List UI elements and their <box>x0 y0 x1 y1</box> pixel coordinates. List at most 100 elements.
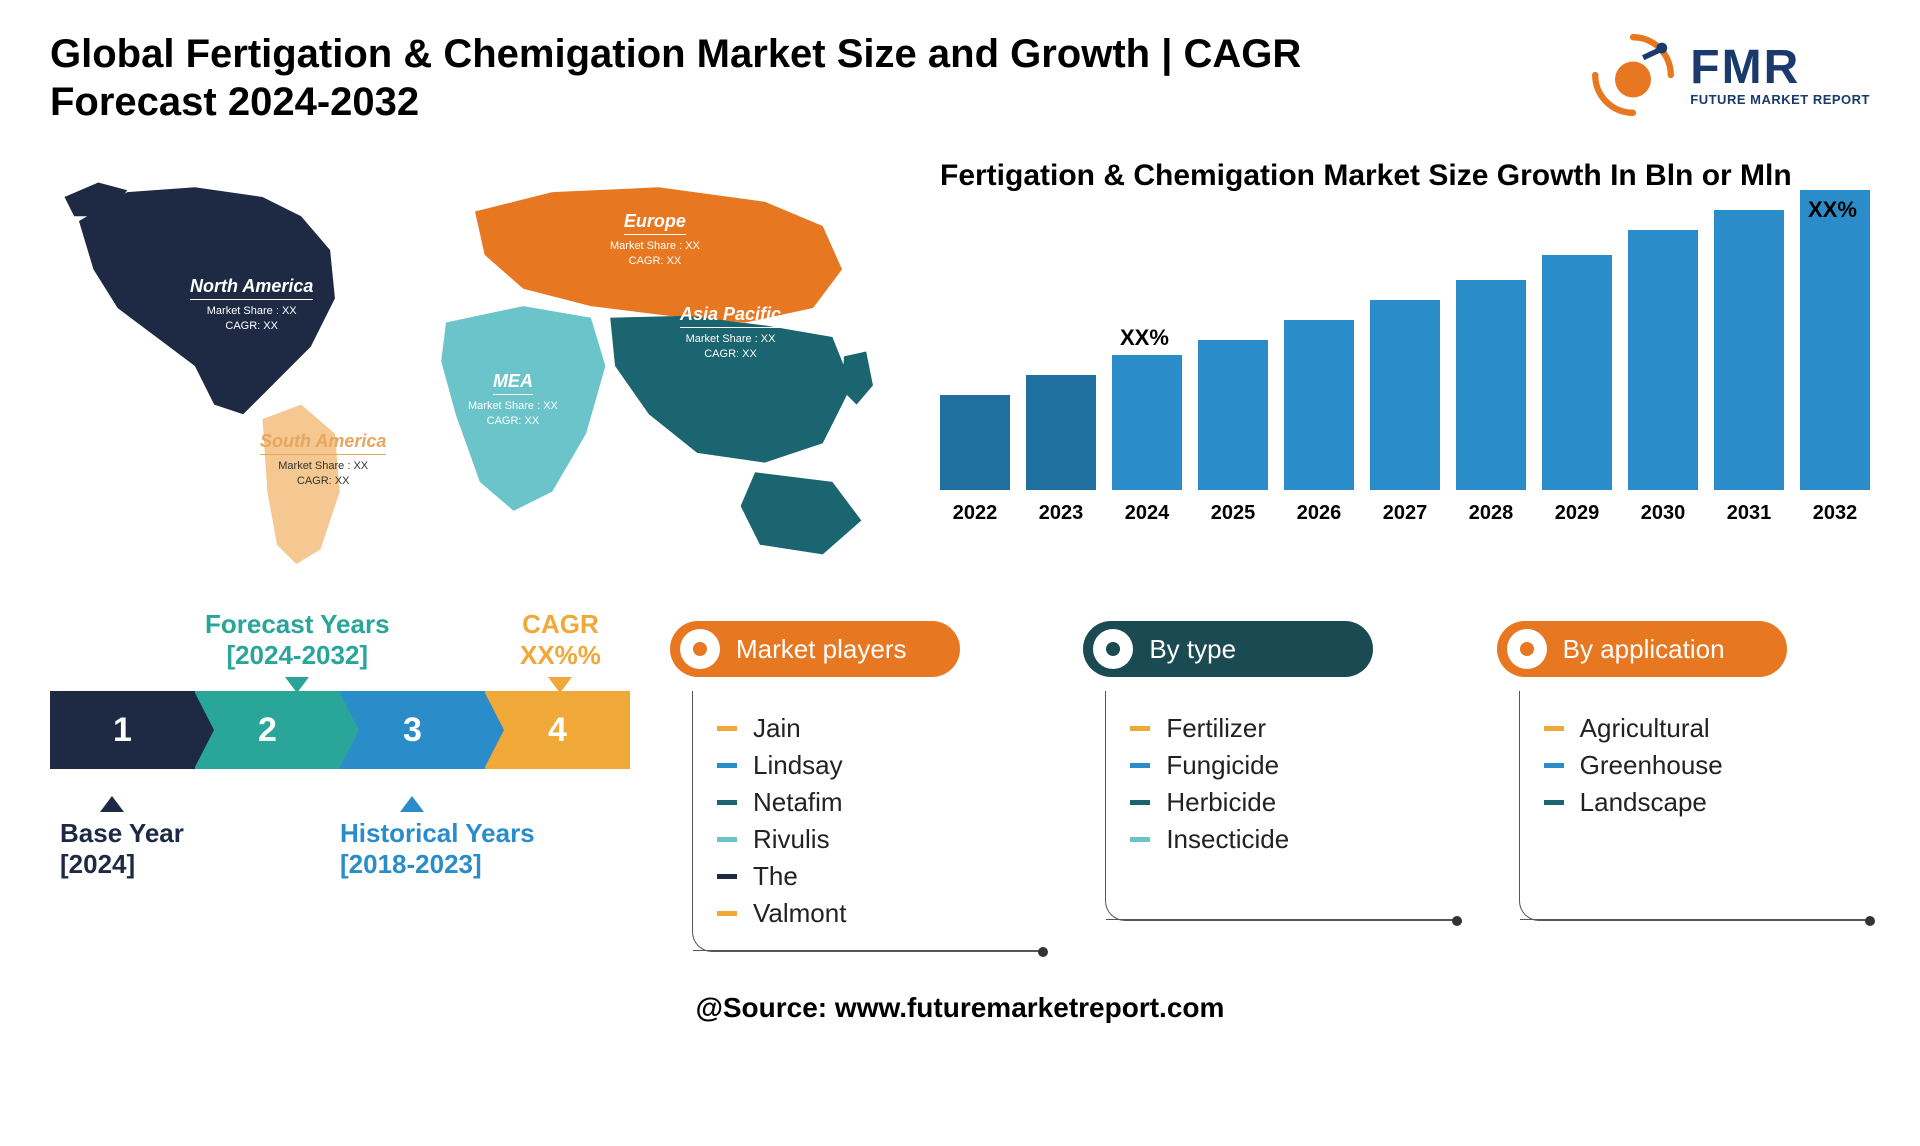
list-item: Jain <box>717 713 1043 744</box>
bullet-icon <box>717 911 737 916</box>
list-item-label: Jain <box>753 713 801 744</box>
region-na: North America Market Share : XX CAGR: XX <box>190 276 313 335</box>
list-item: Insecticide <box>1130 824 1456 855</box>
tl-seg-4: 4 <box>485 691 630 769</box>
region-mea-share: Market Share : XX <box>468 399 558 414</box>
region-eu-name: Europe <box>624 211 686 235</box>
region-eu-cagr: CAGR: XX <box>610 254 700 269</box>
bar-col: 2022 <box>940 395 1010 525</box>
bar <box>1542 255 1612 490</box>
cat-type-header: By type <box>1083 621 1373 677</box>
bar-year-label: 2026 <box>1297 502 1342 525</box>
bar-year-label: 2030 <box>1641 502 1686 525</box>
list-item: The <box>717 861 1043 892</box>
list-item-label: Fungicide <box>1166 750 1279 781</box>
region-ap-share: Market Share : XX <box>680 332 781 347</box>
bar-col: 2027 <box>1370 300 1440 525</box>
region-sa: South America Market Share : XX CAGR: XX <box>260 431 386 490</box>
bullet-icon <box>1130 763 1150 768</box>
bar-year-label: 2028 <box>1469 502 1514 525</box>
cat-type: By type Fertilizer Fungicide Herbicide Inse… <box>1083 621 1456 921</box>
cat-type-body: Fertilizer Fungicide Herbicide Insecticide <box>1105 691 1456 921</box>
list-item: Fertilizer <box>1130 713 1456 744</box>
page-title: Global Fertigation & Chemigation Market … <box>50 30 1350 126</box>
list-item: Valmont <box>717 898 1043 929</box>
list-item-label: Valmont <box>753 898 846 929</box>
bar-col: 2023 <box>1026 375 1096 525</box>
bar <box>1112 355 1182 490</box>
timeline-bar: 1 2 3 4 <box>50 691 630 769</box>
bars-wrap: 2022 2023 2024 2025 2026 2027 2028 2029 2030 2031… <box>940 205 1870 525</box>
region-mea-name: MEA <box>493 371 533 395</box>
region-eu-share: Market Share : XX <box>610 239 700 254</box>
header: Global Fertigation & Chemigation Market … <box>50 30 1870 126</box>
bar <box>1370 300 1440 490</box>
main-row: North America Market Share : XX CAGR: XX… <box>50 156 1870 576</box>
arrow-up-icon <box>400 796 424 812</box>
cat-players: Market players Jain Lindsay Netafim Rivulis… <box>670 621 1043 952</box>
fmr-logo-icon <box>1588 30 1678 120</box>
list-item: Lindsay <box>717 750 1043 781</box>
logo-fmr: FMR <box>1690 44 1870 92</box>
list-item-label: Lindsay <box>753 750 843 781</box>
region-na-cagr: CAGR: XX <box>190 319 313 334</box>
world-map: North America Market Share : XX CAGR: XX… <box>50 156 900 576</box>
bar-year-label: 2029 <box>1555 502 1600 525</box>
region-na-share: Market Share : XX <box>190 304 313 319</box>
bar <box>940 395 1010 490</box>
pct-annotation: XX% <box>1808 197 1857 223</box>
list-item-label: Herbicide <box>1166 787 1276 818</box>
arrow-up-icon <box>100 796 124 812</box>
cat-players-list: Jain Lindsay Netafim Rivulis The Valmont <box>717 713 1043 929</box>
region-sa-name: South America <box>260 431 386 455</box>
cat-players-header: Market players <box>670 621 960 677</box>
bar <box>1714 210 1784 490</box>
list-item: Fungicide <box>1130 750 1456 781</box>
bar-col: 2031 <box>1714 210 1784 525</box>
logo-text: FMR FUTURE MARKET REPORT <box>1690 44 1870 107</box>
dot-icon <box>680 629 720 669</box>
bar <box>1628 230 1698 490</box>
list-item: Greenhouse <box>1544 750 1870 781</box>
region-sa-share: Market Share : XX <box>260 459 386 474</box>
bar <box>1026 375 1096 490</box>
bullet-icon <box>1130 726 1150 731</box>
bullet-icon <box>1130 800 1150 805</box>
bar-year-label: 2024 <box>1125 502 1170 525</box>
chart-title: Fertigation & Chemigation Market Size Gr… <box>940 156 1870 195</box>
list-item-label: Fertilizer <box>1166 713 1266 744</box>
bullet-icon <box>717 874 737 879</box>
list-item-label: Greenhouse <box>1580 750 1723 781</box>
tl-seg-2: 2 <box>195 691 340 769</box>
cat-type-list: Fertilizer Fungicide Herbicide Insecticide <box>1130 713 1456 855</box>
region-eu: Europe Market Share : XX CAGR: XX <box>610 211 700 270</box>
bullet-icon <box>1544 726 1564 731</box>
list-item-label: Insecticide <box>1166 824 1289 855</box>
bullet-icon <box>1130 837 1150 842</box>
tl-cagr-label: CAGR XX%% <box>520 609 601 693</box>
bar-col: 2028 <box>1456 280 1526 525</box>
world-map-svg <box>50 156 900 576</box>
bullet-icon <box>717 837 737 842</box>
bar-col: 2025 <box>1198 340 1268 525</box>
region-mea: MEA Market Share : XX CAGR: XX <box>468 371 558 430</box>
bar-year-label: 2023 <box>1039 502 1084 525</box>
bullet-icon <box>1544 800 1564 805</box>
region-ap-cagr: CAGR: XX <box>680 347 781 362</box>
list-item-label: Netafim <box>753 787 843 818</box>
bullet-icon <box>717 726 737 731</box>
bar-chart: Fertigation & Chemigation Market Size Gr… <box>930 156 1870 576</box>
cat-application-list: Agricultural Greenhouse Landscape <box>1544 713 1870 818</box>
list-item-label: Agricultural <box>1580 713 1710 744</box>
bar <box>1456 280 1526 490</box>
pct-annotation: XX% <box>1120 325 1169 351</box>
bar <box>1284 320 1354 490</box>
list-item-label: Rivulis <box>753 824 830 855</box>
bar-col: 2029 <box>1542 255 1612 525</box>
bar-col: 2032 <box>1800 190 1870 525</box>
bullet-icon <box>717 763 737 768</box>
list-item-label: Landscape <box>1580 787 1707 818</box>
bar <box>1800 190 1870 490</box>
list-item: Rivulis <box>717 824 1043 855</box>
list-item: Herbicide <box>1130 787 1456 818</box>
